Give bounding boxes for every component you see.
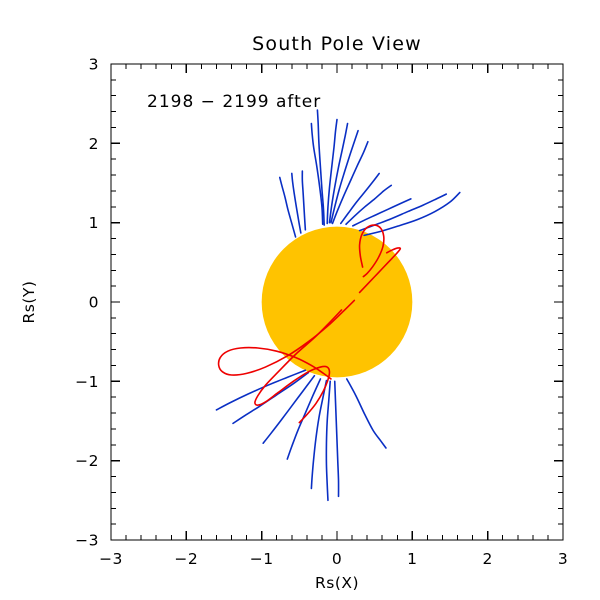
x-tick-label: 1 (407, 550, 417, 568)
open-field-lines-5 (331, 140, 369, 225)
open-field-lines-11 (352, 198, 412, 227)
closed-field-lines-2 (358, 247, 402, 294)
x-tick-label: 0 (332, 550, 342, 568)
open-field-lines-13 (363, 191, 461, 237)
y-tick-label: −1 (75, 373, 99, 391)
open-field-lines-10 (345, 184, 393, 226)
open-field-lines-6 (278, 176, 297, 238)
field-lines-group (215, 109, 461, 502)
closed-field-lines-0 (217, 299, 356, 380)
y-axis-label: Rs(Y) (20, 281, 38, 324)
open-field-lines-17 (310, 379, 328, 490)
open-field-lines-8 (301, 170, 307, 231)
x-tick-label: −2 (174, 550, 198, 568)
tick-labels-group: −3 −2 −1 0 1 2 3 −3 −2 −1 0 1 2 3 (75, 56, 568, 569)
x-axis-label: Rs(X) (315, 574, 359, 592)
y-tick-label: 2 (89, 135, 99, 153)
closed-field-lines (217, 224, 402, 424)
open-field-lines-15 (333, 380, 340, 498)
open-field-lines-3 (328, 122, 349, 224)
axes-frame (110, 63, 564, 541)
y-tick-label: −2 (75, 452, 99, 470)
open-field-lines-14 (345, 378, 387, 449)
open-field-lines-18 (286, 378, 322, 460)
closed-field-lines-3 (358, 224, 385, 278)
y-tick-label: 1 (89, 214, 99, 232)
y-tick-label: 0 (89, 294, 99, 312)
x-tick-label: 3 (558, 550, 568, 568)
solar-disk-group (261, 226, 413, 378)
open-field-lines-21 (215, 369, 307, 411)
open-field-lines-7 (291, 172, 302, 234)
open-field-lines-0 (310, 122, 324, 226)
annotation-label: 2198 − 2199 after (147, 92, 321, 112)
open-field-lines-9 (339, 172, 380, 225)
x-tick-label: −3 (99, 550, 123, 568)
x-tick-label: −1 (250, 550, 274, 568)
open-field-lines-19 (262, 374, 316, 445)
y-tick-label: −3 (75, 532, 99, 550)
open-field-lines (215, 109, 461, 502)
closed-field-lines-1 (254, 309, 343, 424)
open-field-lines-16 (325, 380, 332, 502)
page-title: South Pole View (252, 33, 422, 55)
y-tick-label: 3 (89, 56, 99, 74)
open-field-lines-2 (326, 118, 338, 225)
solar-disk (261, 226, 413, 378)
open-field-lines-1 (316, 109, 325, 226)
open-field-lines-4 (330, 129, 359, 224)
x-tick-label: 2 (483, 550, 493, 568)
